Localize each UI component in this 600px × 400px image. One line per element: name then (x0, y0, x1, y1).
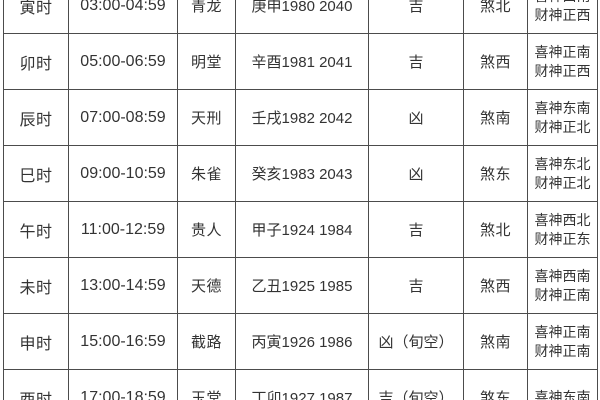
gods-directions-cell: 喜神正南 财神正西 (528, 34, 598, 90)
sha-direction-cell: 煞北 (464, 0, 528, 34)
luck-value-cell: 吉 (369, 34, 464, 90)
sha-direction-cell: 煞东 (464, 370, 528, 400)
xishen-direction: 喜神东北 (534, 155, 591, 172)
sha-direction-cell: 煞西 (464, 258, 528, 314)
time-range-cell: 11:00-12:59 (69, 202, 178, 258)
star-name-cell: 朱雀 (178, 146, 236, 202)
luck-value-cell: 凶 (369, 90, 464, 146)
gods-directions-cell: 喜神西北 财神正东 (528, 202, 598, 258)
xishen-direction: 喜神正南 (534, 43, 591, 60)
gods-directions-cell: 喜神西南 财神正西 (528, 0, 598, 34)
time-range-cell: 05:00-06:59 (69, 34, 178, 90)
time-range-cell: 03:00-04:59 (69, 0, 178, 34)
star-name-cell: 贵人 (178, 202, 236, 258)
ganzhi-years-cell: 乙丑1925 1985 (236, 258, 369, 314)
hour-name-cell: 寅时 (4, 0, 69, 34)
hour-name-cell: 巳时 (4, 146, 69, 202)
xishen-direction: 喜神西南 (535, 0, 591, 6)
caishen-direction: 财神正东 (534, 230, 591, 247)
hours-table-grid: 寅时 03:00-04:59 青龙 庚申1980 2040 吉 煞北 喜神西南 … (3, 0, 598, 400)
caishen-direction: 财神正南 (534, 342, 591, 359)
caishen-direction: 财神正南 (534, 286, 591, 303)
xishen-direction: 喜神东南 (534, 389, 591, 400)
ganzhi-years-cell: 丙寅1926 1986 (236, 314, 369, 370)
gods-directions-cell: 喜神东南 财神正北 (528, 90, 598, 146)
luck-value-cell: 吉 (369, 0, 464, 34)
sha-direction-cell: 煞南 (464, 90, 528, 146)
star-name-cell: 天德 (178, 258, 236, 314)
ganzhi-years-cell: 辛酉1981 2041 (236, 34, 369, 90)
luck-value-cell: 吉 (369, 258, 464, 314)
time-range-cell: 13:00-14:59 (69, 258, 178, 314)
time-range-cell: 15:00-16:59 (69, 314, 178, 370)
caishen-direction: 财神正西 (534, 62, 591, 79)
ganzhi-years-cell: 癸亥1983 2043 (236, 146, 369, 202)
ganzhi-years-cell: 壬戌1982 2042 (236, 90, 369, 146)
gods-directions-cell: 喜神正南 财神正南 (528, 314, 598, 370)
xishen-direction: 喜神正南 (534, 323, 591, 340)
star-name-cell: 青龙 (178, 0, 236, 34)
caishen-direction: 财神正北 (534, 174, 591, 191)
gods-directions-cell: 喜神东南 (528, 370, 598, 400)
hour-name-cell: 酉时 (4, 370, 69, 400)
gods-directions-cell: 喜神东北 财神正北 (528, 146, 598, 202)
gods-directions-cell: 喜神西南 财神正南 (528, 258, 598, 314)
luck-value-cell: 吉 (369, 202, 464, 258)
time-range-cell: 09:00-10:59 (69, 146, 178, 202)
xishen-direction: 喜神西北 (534, 211, 591, 228)
star-name-cell: 截路 (178, 314, 236, 370)
caishen-direction: 财神正北 (534, 118, 591, 135)
ganzhi-years-cell: 甲子1924 1984 (236, 202, 369, 258)
sha-direction-cell: 煞西 (464, 34, 528, 90)
luck-value-cell: 凶 (369, 146, 464, 202)
xishen-direction: 喜神东南 (534, 99, 591, 116)
sha-direction-cell: 煞北 (464, 202, 528, 258)
luck-value-cell: 吉（旬空） (369, 370, 464, 400)
time-range-cell: 17:00-18:59 (69, 370, 178, 400)
star-name-cell: 玉堂 (178, 370, 236, 400)
luck-value-cell: 凶（旬空） (369, 314, 464, 370)
ganzhi-years-cell: 丁卯1927 1987 (236, 370, 369, 400)
xishen-direction: 喜神西南 (534, 267, 591, 284)
hour-name-cell: 卯时 (4, 34, 69, 90)
hour-name-cell: 申时 (4, 314, 69, 370)
star-name-cell: 天刑 (178, 90, 236, 146)
sha-direction-cell: 煞东 (464, 146, 528, 202)
star-name-cell: 明堂 (178, 34, 236, 90)
hour-name-cell: 未时 (4, 258, 69, 314)
ganzhi-years-cell: 庚申1980 2040 (236, 0, 369, 34)
caishen-direction: 财神正西 (534, 6, 591, 23)
sha-direction-cell: 煞南 (464, 314, 528, 370)
hour-name-cell: 辰时 (4, 90, 69, 146)
hour-name-cell: 午时 (4, 202, 69, 258)
time-range-cell: 07:00-08:59 (69, 90, 178, 146)
